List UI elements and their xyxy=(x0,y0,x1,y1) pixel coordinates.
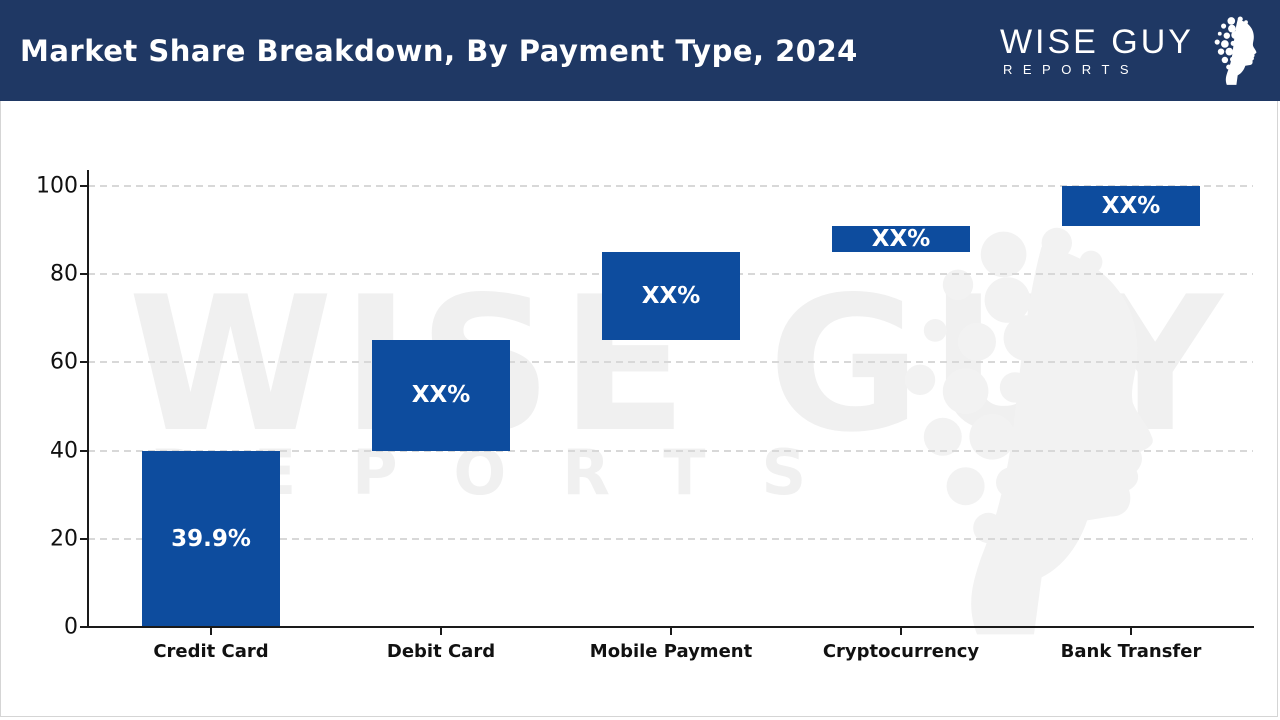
y-tick-label-20: 20 xyxy=(50,526,78,552)
gridline-60 xyxy=(88,361,1253,364)
y-tick-40 xyxy=(80,449,88,452)
bar-label-bank-transfer: XX% xyxy=(1101,192,1161,219)
header-bar: Market Share Breakdown, By Payment Type,… xyxy=(0,0,1280,101)
y-tick-label-0: 0 xyxy=(64,614,78,640)
x-tick-label-mobile-payment: Mobile Payment xyxy=(589,641,753,662)
y-tick-0 xyxy=(80,626,88,628)
x-tick-cryptocurrency xyxy=(900,627,902,635)
bar-bank-transfer: XX% xyxy=(1062,186,1200,227)
bar-cryptocurrency: XX% xyxy=(832,225,970,253)
x-tick-label-bank-transfer: Bank Transfer xyxy=(1060,641,1202,662)
gridline-100 xyxy=(88,185,1253,187)
wise-guy-logo: WISE GUY REPORTS xyxy=(1000,14,1262,88)
wise-guy-head-icon xyxy=(1214,15,1257,85)
y-axis-spine xyxy=(87,170,89,628)
bar-label-mobile-payment: XX% xyxy=(641,282,701,309)
x-tick-mobile-payment xyxy=(670,627,672,635)
logo-wordmark: WISE GUY xyxy=(999,23,1194,61)
y-tick-label-40: 40 xyxy=(50,438,78,464)
x-axis-spine xyxy=(87,626,1254,628)
logo-text: WISE GUY REPORTS xyxy=(1000,25,1194,76)
bar-debit-card: XX% xyxy=(372,340,510,452)
watermark-head-icon xyxy=(904,227,1153,635)
bar-label-credit-card: 39.9% xyxy=(171,525,251,552)
y-tick-20 xyxy=(80,537,88,540)
chart-title: Market Share Breakdown, By Payment Type,… xyxy=(20,33,858,68)
gridline-20 xyxy=(88,537,1253,540)
x-tick-label-credit-card: Credit Card xyxy=(153,641,269,662)
x-tick-label-cryptocurrency: Cryptocurrency xyxy=(822,641,980,662)
x-tick-label-debit-card: Debit Card xyxy=(386,641,496,662)
y-tick-100 xyxy=(80,185,88,187)
y-tick-80 xyxy=(80,273,88,276)
bar-mobile-payment: XX% xyxy=(602,252,740,341)
x-tick-bank-transfer xyxy=(1130,627,1132,635)
y-tick-60 xyxy=(80,361,88,364)
y-tick-label-80: 80 xyxy=(50,261,78,287)
x-tick-debit-card xyxy=(440,627,442,635)
y-tick-label-100: 100 xyxy=(36,173,78,199)
bar-credit-card: 39.9% xyxy=(142,451,280,627)
y-tick-label-60: 60 xyxy=(50,349,78,375)
x-tick-credit-card xyxy=(210,627,212,635)
logo-subtext: REPORTS xyxy=(1002,62,1140,77)
bar-label-cryptocurrency: XX% xyxy=(871,225,931,252)
gridline-40 xyxy=(88,449,1253,452)
bar-label-debit-card: XX% xyxy=(411,382,471,409)
